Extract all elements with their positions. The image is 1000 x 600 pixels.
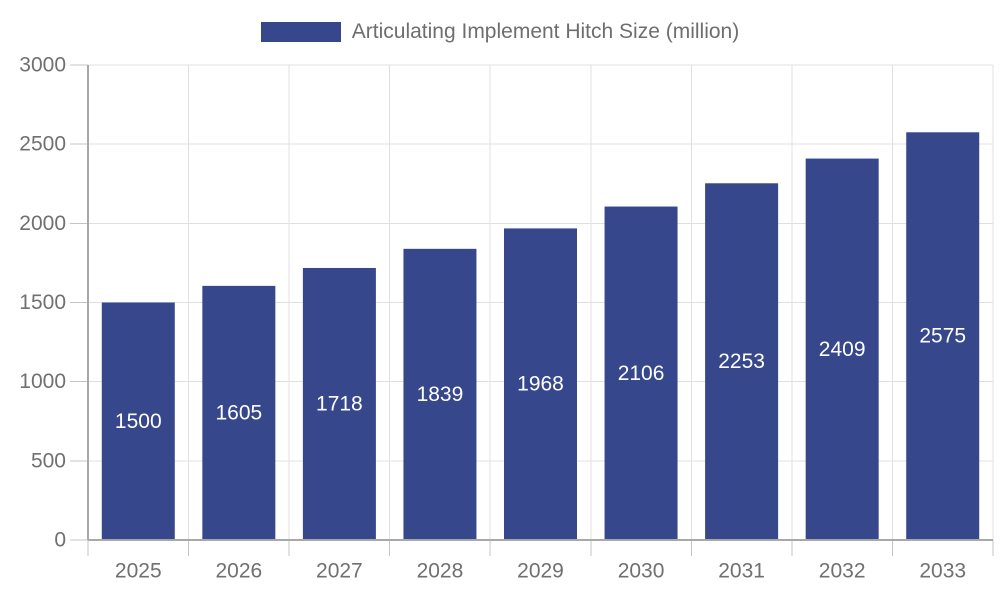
- bar-value-label-2033: 2575: [919, 325, 966, 348]
- bar-2030[interactable]: [604, 206, 678, 541]
- legend-label: Articulating Implement Hitch Size (milli…: [351, 20, 740, 43]
- bar-value-label-2029: 1968: [517, 373, 564, 396]
- bar-2032[interactable]: [805, 158, 879, 540]
- legend[interactable]: Articulating Implement Hitch Size (milli…: [0, 21, 1000, 43]
- bar-value-label-2028: 1839: [417, 383, 464, 406]
- y-tick-label: 500: [31, 449, 66, 472]
- bar-2027[interactable]: [302, 267, 376, 540]
- bar-value-label-2026: 1605: [215, 401, 262, 424]
- bar-value-label-2031: 2253: [718, 350, 765, 373]
- x-tick-label-2032: 2032: [819, 560, 866, 583]
- bar-value-label-2032: 2409: [819, 338, 866, 361]
- y-tick-label: 0: [54, 529, 66, 552]
- x-tick-label-2031: 2031: [718, 560, 765, 583]
- bar-value-label-2025: 1500: [115, 410, 162, 433]
- x-tick-label-2027: 2027: [316, 560, 363, 583]
- y-tick-label: 2500: [19, 133, 66, 156]
- bar-value-label-2027: 1718: [316, 392, 363, 415]
- y-tick-label: 1000: [19, 370, 66, 393]
- x-tick-label-2033: 2033: [919, 560, 966, 583]
- bar-2031[interactable]: [705, 183, 779, 540]
- bar-value-label-2030: 2106: [618, 362, 665, 385]
- x-tick-label-2029: 2029: [517, 560, 564, 583]
- bar-2025[interactable]: [101, 302, 175, 541]
- bar-2028[interactable]: [403, 248, 477, 540]
- legend-swatch: [260, 22, 341, 42]
- bar-2029[interactable]: [504, 228, 577, 540]
- y-tick-label: 1500: [19, 291, 66, 314]
- bar-2033[interactable]: [906, 132, 980, 540]
- x-tick-label-2030: 2030: [618, 560, 665, 583]
- x-tick-label-2026: 2026: [215, 560, 262, 583]
- x-tick-label-2025: 2025: [115, 560, 162, 583]
- x-tick-label-2028: 2028: [417, 560, 464, 583]
- y-tick-label: 3000: [19, 54, 66, 77]
- y-tick-label: 2000: [19, 212, 66, 235]
- bar-2026[interactable]: [202, 285, 276, 540]
